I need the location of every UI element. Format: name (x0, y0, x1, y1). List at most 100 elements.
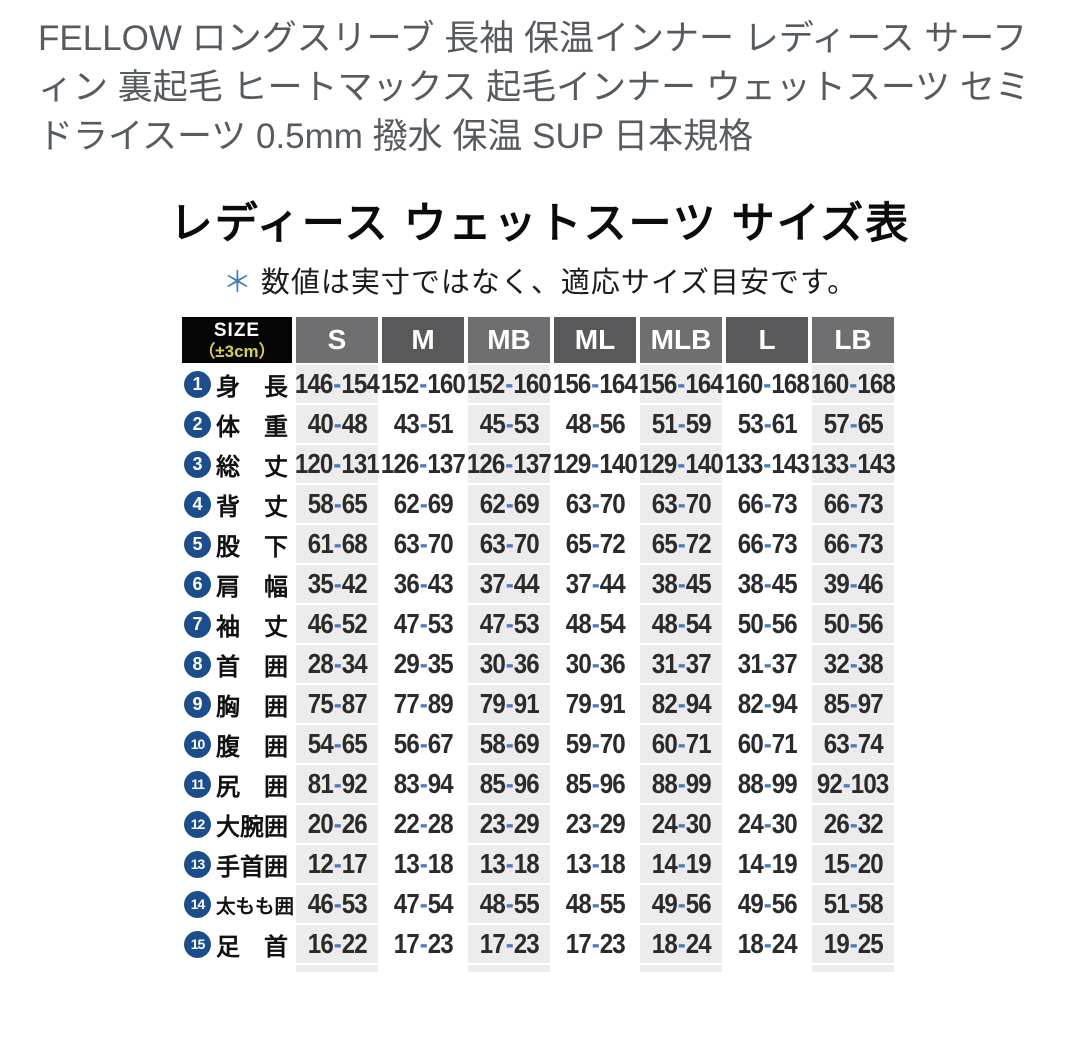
value-cell: 36-43 (382, 565, 464, 603)
asterisk-marker: ＊ (222, 267, 253, 299)
row-number-badge: 5 (184, 530, 211, 558)
value-cell: 63-70 (640, 485, 722, 523)
value-cell: 13-18 (382, 845, 464, 883)
row-label-text: 尻 囲 (216, 773, 288, 801)
row-label-text: 手首囲 (216, 853, 288, 881)
column-header-l: L (726, 317, 808, 363)
value-cell: 40-48 (296, 405, 378, 443)
value-cell: 133-143 (725, 445, 810, 483)
row-number-badge: 7 (184, 610, 211, 638)
row-number-badge: 12 (184, 810, 211, 838)
value-cell: 58-69 (468, 725, 550, 763)
value-cell: 39-46 (812, 565, 894, 603)
row-number-badge: 8 (184, 650, 211, 678)
value-cell: 152-160 (467, 365, 552, 403)
row-label-text: 股 下 (216, 533, 288, 561)
value-cell: 54-65 (296, 725, 378, 763)
value-cell: 15-20 (812, 845, 894, 883)
value-cell: 82-94 (726, 685, 808, 723)
table-bottom-spacer (468, 965, 550, 972)
column-header-mlb: MLB (640, 317, 722, 363)
table-bottom-spacer (640, 965, 722, 972)
value-cell: 47-54 (382, 885, 464, 923)
value-cell: 45-53 (468, 405, 550, 443)
value-cell: 35-42 (296, 565, 378, 603)
row-label: 13 手首囲 (182, 845, 292, 883)
value-cell: 56-67 (382, 725, 464, 763)
value-cell: 37-44 (554, 565, 636, 603)
value-cell: 126-137 (467, 445, 552, 483)
value-cell: 66-73 (726, 485, 808, 523)
value-cell: 38-45 (640, 565, 722, 603)
table-bottom-spacer (554, 965, 636, 972)
size-corner-header: SIZE （±3cm） (182, 317, 292, 363)
value-cell: 129-140 (553, 445, 638, 483)
column-header-lb: LB (812, 317, 894, 363)
value-cell: 47-53 (382, 605, 464, 643)
row-label: 11 尻 囲 (182, 765, 292, 803)
row-label-text: 腹 囲 (216, 733, 288, 761)
value-cell: 66-73 (812, 485, 894, 523)
value-cell: 37-44 (468, 565, 550, 603)
value-cell: 24-30 (726, 805, 808, 843)
row-label-text: 足 首 (216, 933, 288, 961)
value-cell: 146-154 (295, 365, 380, 403)
value-cell: 63-70 (554, 485, 636, 523)
value-cell: 160-168 (811, 365, 896, 403)
value-cell: 62-69 (382, 485, 464, 523)
value-cell: 129-140 (639, 445, 724, 483)
value-cell: 126-137 (381, 445, 466, 483)
column-header-m: M (382, 317, 464, 363)
row-number-badge: 2 (184, 410, 211, 438)
row-label-text: 肩 幅 (216, 573, 288, 601)
column-header-mb: MB (468, 317, 550, 363)
row-label-text: 太もも囲 (216, 895, 295, 918)
value-cell: 62-69 (468, 485, 550, 523)
value-cell: 50-56 (812, 605, 894, 643)
value-cell: 19-25 (812, 925, 894, 963)
value-cell: 17-23 (382, 925, 464, 963)
value-cell: 66-73 (726, 525, 808, 563)
row-label-text: 背 丈 (216, 493, 288, 521)
row-number-badge: 9 (184, 690, 211, 718)
value-cell: 49-56 (726, 885, 808, 923)
value-cell: 43-51 (382, 405, 464, 443)
table-bottom-spacer (812, 965, 894, 972)
value-cell: 85-96 (554, 765, 636, 803)
value-cell: 50-56 (726, 605, 808, 643)
value-cell: 63-70 (382, 525, 464, 563)
column-header-ml: ML (554, 317, 636, 363)
row-number-badge: 15 (184, 930, 211, 958)
value-cell: 88-99 (640, 765, 722, 803)
value-cell: 156-164 (553, 365, 638, 403)
table-bottom-spacer (382, 965, 464, 972)
size-table: SIZE （±3cm） S M MB ML MLB L LB 1 身 長 146-154 152-160… (182, 317, 1080, 972)
row-label: 12 大腕囲 (182, 805, 292, 843)
value-cell: 18-24 (640, 925, 722, 963)
value-cell: 51-59 (640, 405, 722, 443)
value-cell: 65-72 (554, 525, 636, 563)
size-chart-section: レディース ウェットスーツ サイズ表 ＊数値は実寸ではなく、適応サイズ目安です。… (0, 189, 1080, 972)
value-cell: 152-160 (381, 365, 466, 403)
value-cell: 59-70 (554, 725, 636, 763)
value-cell: 88-99 (726, 765, 808, 803)
value-cell: 83-94 (382, 765, 464, 803)
size-chart-note: ＊数値は実寸ではなく、適応サイズ目安です。 (0, 259, 1080, 301)
value-cell: 63-70 (468, 525, 550, 563)
value-cell: 32-38 (812, 645, 894, 683)
value-cell: 14-19 (640, 845, 722, 883)
value-cell: 79-91 (554, 685, 636, 723)
value-cell: 156-164 (639, 365, 724, 403)
value-cell: 46-52 (296, 605, 378, 643)
value-cell: 20-26 (296, 805, 378, 843)
value-cell: 51-58 (812, 885, 894, 923)
value-cell: 14-19 (726, 845, 808, 883)
value-cell: 60-71 (726, 725, 808, 763)
row-label-text: 大腕囲 (216, 813, 288, 841)
value-cell: 57-65 (812, 405, 894, 443)
row-label-text: 胸 囲 (216, 693, 288, 721)
value-cell: 85-97 (812, 685, 894, 723)
